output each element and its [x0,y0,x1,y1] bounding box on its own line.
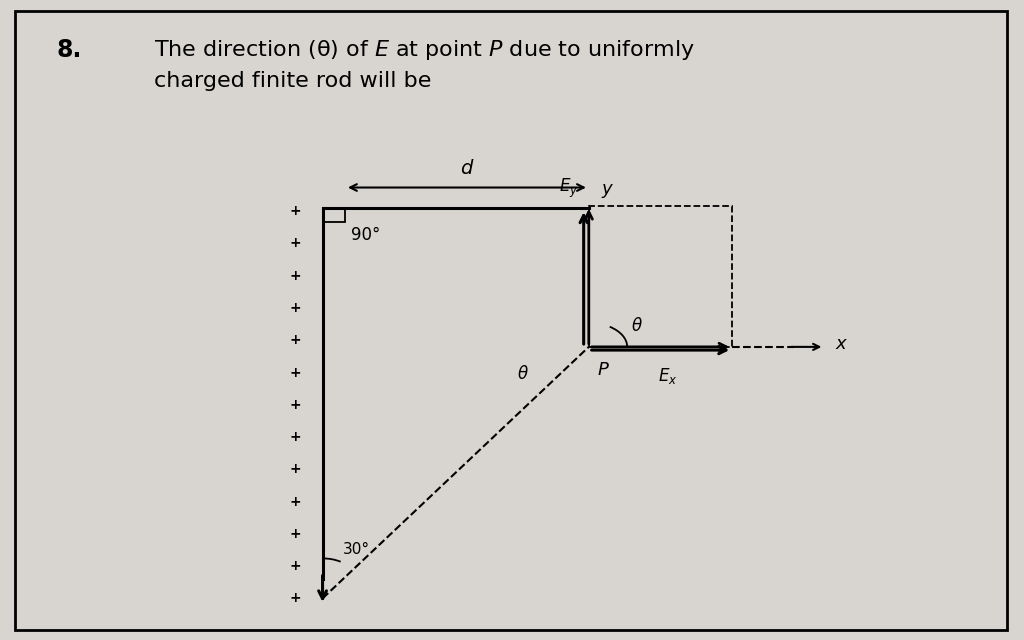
Text: $E_x$: $E_x$ [657,366,678,386]
Text: $E_y$: $E_y$ [559,177,579,200]
Text: +: + [289,398,301,412]
Text: θ: θ [517,365,527,383]
Text: $x$: $x$ [835,335,848,353]
Bar [323,208,345,222]
Text: +: + [289,462,301,476]
Text: +: + [289,591,301,605]
Text: The direction (θ) of $E$ at point $P$ due to uniformly
charged finite rod will b: The direction (θ) of $E$ at point $P$ du… [154,38,694,92]
Text: +: + [289,430,301,444]
Text: $P$: $P$ [597,361,610,379]
Text: $y$: $y$ [601,182,614,200]
Text: +: + [289,495,301,509]
Text: +: + [289,236,301,250]
Bar [589,206,732,347]
Text: 30°: 30° [343,542,370,557]
Text: +: + [289,527,301,541]
Text: +: + [289,559,301,573]
Text: 8.: 8. [56,38,82,63]
Text: θ: θ [632,317,642,335]
Text: +: + [289,269,301,283]
Text: +: + [289,365,301,380]
Text: +: + [289,301,301,315]
Text: +: + [289,204,301,218]
Text: 90°: 90° [351,226,381,244]
Text: +: + [289,333,301,348]
Text: $d$: $d$ [460,159,474,178]
